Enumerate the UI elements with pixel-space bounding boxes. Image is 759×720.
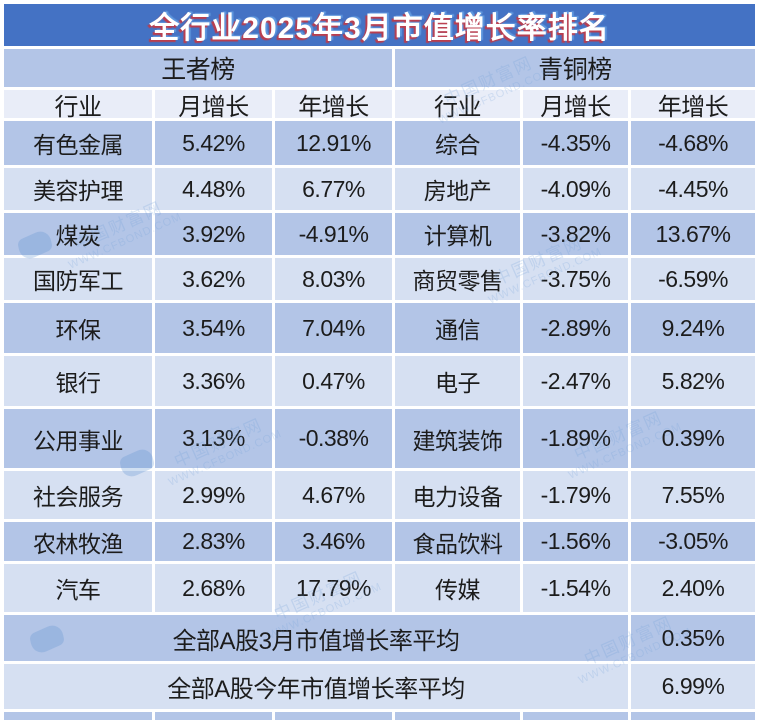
industry-cell: 电力设备: [395, 471, 520, 519]
month-growth-cell: 3.13%: [155, 409, 272, 468]
year-growth-cell: -6.59%: [631, 258, 755, 300]
industry-cell: 综合: [395, 121, 520, 165]
clipped-row-cell: [4, 712, 152, 720]
month-growth-cell: -2.89%: [523, 303, 628, 353]
column-header-year-growth: 年增长: [275, 90, 392, 118]
month-growth-cell: -3.82%: [523, 213, 628, 255]
industry-cell: 美容护理: [4, 168, 152, 210]
year-growth-cell: -0.38%: [275, 409, 392, 468]
industry-cell: 国防军工: [4, 258, 152, 300]
summary-value-ytd-average: 6.99%: [631, 664, 755, 709]
month-growth-cell: -3.75%: [523, 258, 628, 300]
month-growth-cell: -1.79%: [523, 471, 628, 519]
clipped-row-cell: [275, 712, 392, 720]
group-header-king: 王者榜: [4, 49, 392, 87]
year-growth-cell: 13.67%: [631, 213, 755, 255]
year-growth-cell: 6.77%: [275, 168, 392, 210]
month-growth-cell: 3.92%: [155, 213, 272, 255]
month-growth-cell: -4.35%: [523, 121, 628, 165]
month-growth-cell: 3.62%: [155, 258, 272, 300]
industry-cell: 商贸零售: [395, 258, 520, 300]
month-growth-cell: 3.36%: [155, 356, 272, 406]
column-header-industry: 行业: [4, 90, 152, 118]
industry-cell: 煤炭: [4, 213, 152, 255]
month-growth-cell: 4.48%: [155, 168, 272, 210]
industry-cell: 电子: [395, 356, 520, 406]
month-growth-cell: 2.99%: [155, 471, 272, 519]
year-growth-cell: 5.82%: [631, 356, 755, 406]
column-header-month-growth: 月增长: [155, 90, 272, 118]
summary-label-march-average: 全部A股3月市值增长率平均: [4, 615, 628, 661]
month-growth-cell: -2.47%: [523, 356, 628, 406]
industry-cell: 传媒: [395, 564, 520, 612]
month-growth-cell: 2.68%: [155, 564, 272, 612]
industry-cell: 建筑装饰: [395, 409, 520, 468]
year-growth-cell: 17.79%: [275, 564, 392, 612]
month-growth-cell: -4.09%: [523, 168, 628, 210]
clipped-row-cell: [155, 712, 272, 720]
industry-cell: 通信: [395, 303, 520, 353]
month-growth-cell: -1.54%: [523, 564, 628, 612]
summary-label-ytd-average: 全部A股今年市值增长率平均: [4, 664, 628, 709]
industry-cell: 环保: [4, 303, 152, 353]
year-growth-cell: -4.45%: [631, 168, 755, 210]
clipped-row-cell: [523, 712, 628, 720]
industry-cell: 银行: [4, 356, 152, 406]
year-growth-cell: 9.24%: [631, 303, 755, 353]
page-title: 全行业2025年3月市值增长率排名: [4, 4, 755, 46]
year-growth-cell: 7.55%: [631, 471, 755, 519]
industry-cell: 农林牧渔: [4, 522, 152, 561]
column-header-year-growth: 年增长: [631, 90, 755, 118]
month-growth-cell: 3.54%: [155, 303, 272, 353]
month-growth-cell: -1.89%: [523, 409, 628, 468]
industry-cell: 食品饮料: [395, 522, 520, 561]
industry-cell: 房地产: [395, 168, 520, 210]
year-growth-cell: 7.04%: [275, 303, 392, 353]
year-growth-cell: 12.91%: [275, 121, 392, 165]
industry-cell: 社会服务: [4, 471, 152, 519]
year-growth-cell: -3.05%: [631, 522, 755, 561]
year-growth-cell: 2.40%: [631, 564, 755, 612]
year-growth-cell: -4.68%: [631, 121, 755, 165]
industry-cell: 公用事业: [4, 409, 152, 468]
clipped-row-cell: [631, 712, 755, 720]
clipped-row-cell: [395, 712, 520, 720]
year-growth-cell: 8.03%: [275, 258, 392, 300]
month-growth-cell: 5.42%: [155, 121, 272, 165]
year-growth-cell: -4.91%: [275, 213, 392, 255]
year-growth-cell: 3.46%: [275, 522, 392, 561]
month-growth-cell: 2.83%: [155, 522, 272, 561]
group-header-bronze: 青铜榜: [395, 49, 755, 87]
industry-cell: 计算机: [395, 213, 520, 255]
year-growth-cell: 0.47%: [275, 356, 392, 406]
year-growth-cell: 0.39%: [631, 409, 755, 468]
summary-value-march-average: 0.35%: [631, 615, 755, 661]
industry-cell: 有色金属: [4, 121, 152, 165]
industry-cell: 汽车: [4, 564, 152, 612]
year-growth-cell: 4.67%: [275, 471, 392, 519]
column-header-industry: 行业: [395, 90, 520, 118]
month-growth-cell: -1.56%: [523, 522, 628, 561]
column-header-month-growth: 月增长: [523, 90, 628, 118]
